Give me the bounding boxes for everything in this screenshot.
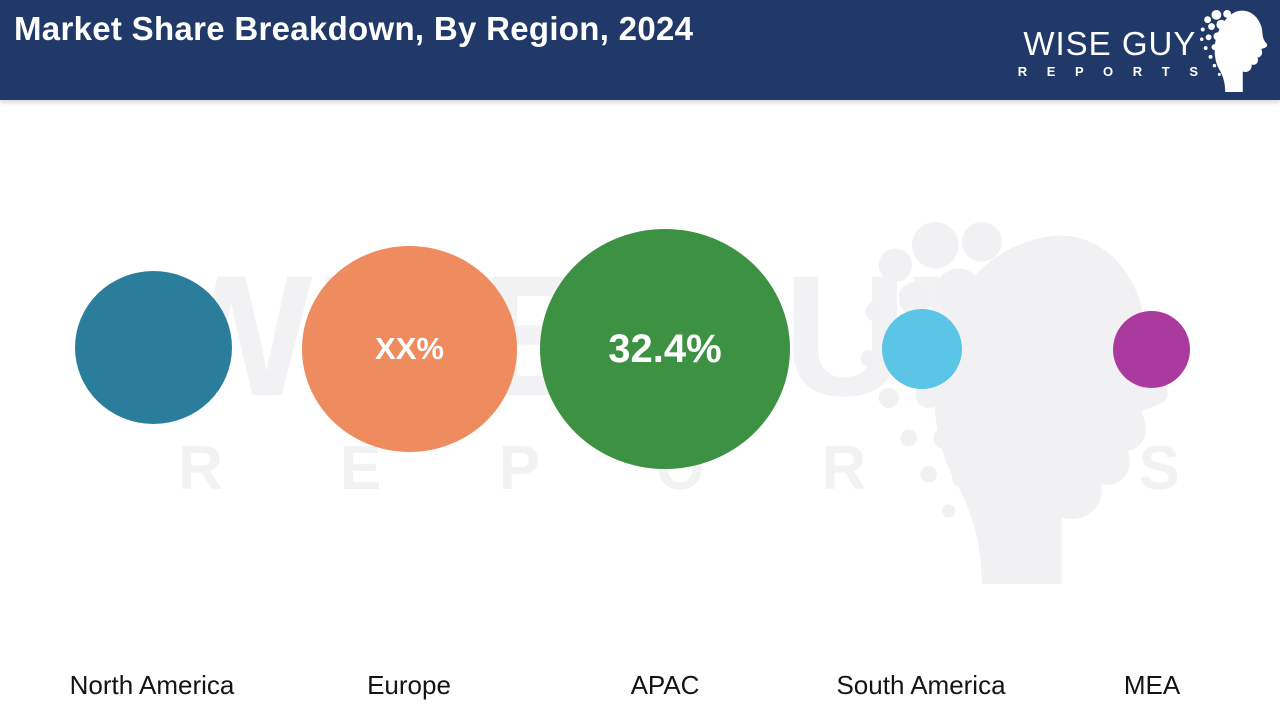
bubble-europe: XX% [302, 246, 517, 452]
bubble-north-america [75, 271, 232, 424]
category-label-south-america: South America [836, 670, 1006, 700]
category-label-europe: Europe [367, 670, 451, 700]
wiseguy-logo: WISE GUY R E P O R T S [1014, 6, 1272, 94]
bubble-apac: 32.4% [540, 229, 790, 469]
logo-text: WISE GUY R E P O R T S [1014, 24, 1206, 80]
category-label-mea: MEA [1123, 670, 1181, 700]
category-label-north-america: North America [69, 670, 235, 700]
bubble-south-america [882, 309, 962, 389]
watermark-face-icon [860, 221, 1168, 584]
logo-face-icon [1199, 9, 1268, 92]
bubble-apac-value: 32.4% [608, 326, 722, 371]
logo-wiseguy-label: WISE GUY [1023, 24, 1197, 62]
logo-reports-label: R E P O R T S [1017, 64, 1206, 80]
category-label-apac: APAC [630, 670, 700, 700]
header-bar: Market Share Breakdown, By Region, 2024 … [0, 0, 1280, 100]
page-title: Market Share Breakdown, By Region, 2024 [14, 10, 694, 47]
bubble-europe-value: XX% [375, 331, 444, 366]
bubble-mea [1113, 311, 1190, 388]
